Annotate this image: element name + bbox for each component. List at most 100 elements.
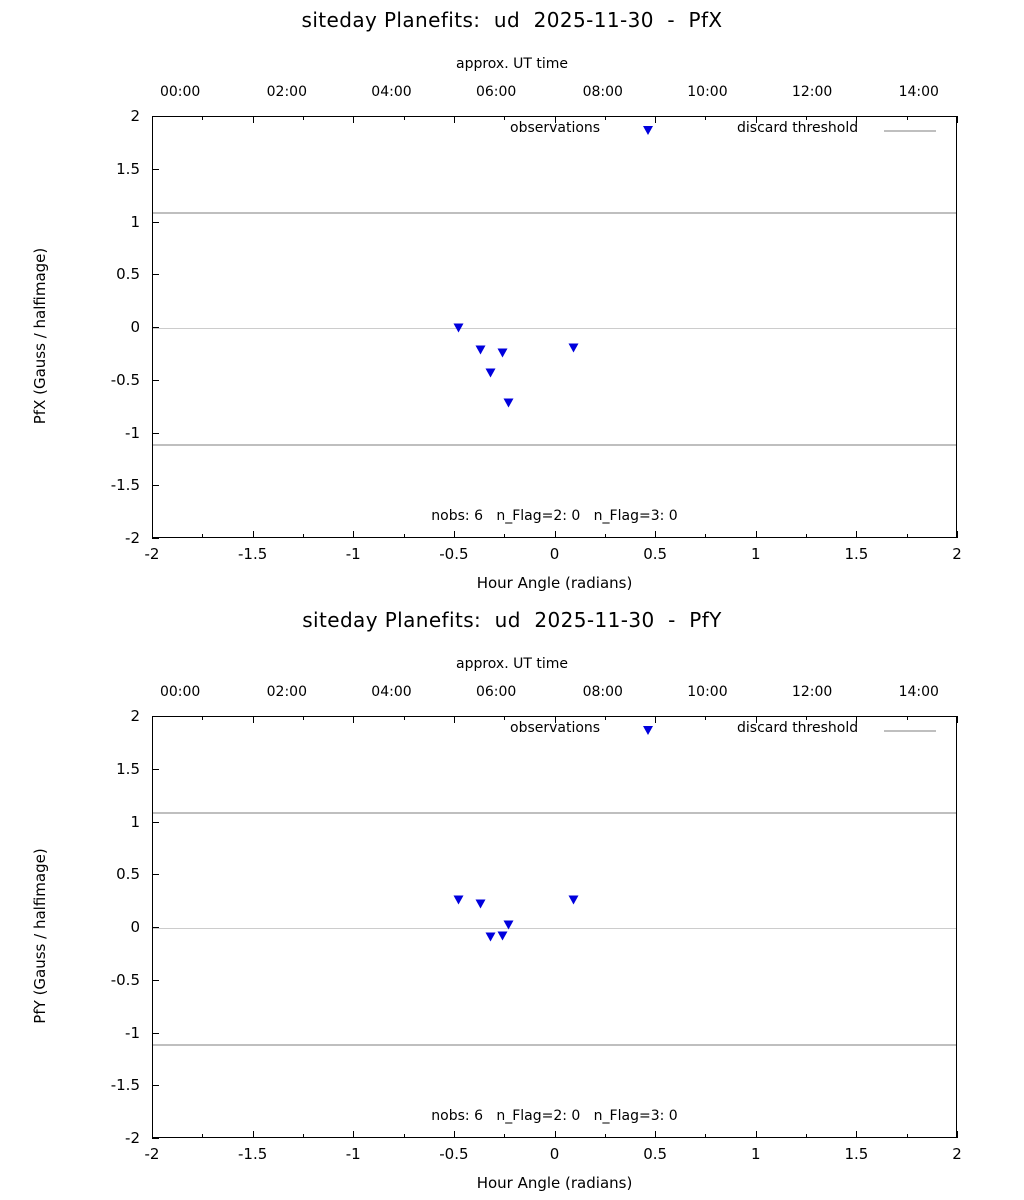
zero-reference-line (153, 928, 956, 929)
discard-threshold-line (153, 211, 956, 214)
y-tick (152, 327, 159, 328)
y-tick-label: 1.5 (116, 759, 140, 778)
discard-threshold-line (153, 811, 956, 814)
zero-reference-line (153, 328, 956, 329)
x-minor-tick-bottom (604, 1134, 606, 1138)
plot-frame-pfx (152, 116, 957, 538)
legend-label-observations-pfy: observations (510, 720, 601, 736)
y-tick (152, 379, 159, 381)
x-tick-bottom (353, 1131, 355, 1138)
legend-label-discard-threshold-pfy: discard threshold (737, 720, 859, 736)
x-axis-title-pfy: Hour Angle (radians) (476, 1174, 633, 1192)
data-point-marker (475, 345, 486, 355)
x-minor-tick-top (906, 716, 908, 720)
legend-label-observations-pfx: observations (510, 120, 601, 136)
ut-time-tick-label: 02:00 (266, 84, 308, 100)
y-tick (152, 1138, 159, 1139)
x-tick-label: -1 (345, 1145, 361, 1163)
x-tick-label: 1 (750, 1145, 761, 1163)
x-tick-bottom (453, 1131, 455, 1138)
y-tick-label: -0.5 (110, 970, 140, 989)
x-minor-tick-bottom (906, 534, 908, 538)
data-point-marker (453, 323, 464, 333)
x-minor-tick-bottom (202, 534, 204, 538)
page-title-pfy: siteday Planefits: ud 2025-11-30 - PfY (302, 608, 722, 632)
x-tick-label: -1.5 (237, 545, 268, 563)
ut-time-tick-label: 06:00 (475, 684, 517, 700)
y-tick-label: -1.5 (110, 476, 140, 495)
x-tick-bottom (152, 531, 153, 538)
nobs-annotation-pfy: nobs: 6 n_Flag=2: 0 n_Flag=3: 0 (431, 1108, 678, 1124)
x-tick-top (856, 116, 858, 123)
y-tick (152, 221, 159, 223)
y-tick (152, 874, 159, 876)
x-minor-tick-top (202, 116, 204, 120)
y-tick (152, 1032, 159, 1034)
x-minor-tick-bottom (302, 1134, 304, 1138)
ut-time-tick-label: 02:00 (266, 684, 308, 700)
x-tick-top (554, 716, 556, 723)
nobs-annotation-pfx: nobs: 6 n_Flag=2: 0 n_Flag=3: 0 (431, 508, 678, 524)
x-tick-bottom (655, 1131, 657, 1138)
ut-time-tick-label: 12:00 (791, 684, 833, 700)
y-tick (152, 1085, 159, 1087)
x-tick-top (856, 716, 858, 723)
x-tick-label: 1.5 (844, 1145, 869, 1163)
x-tick-top (655, 116, 657, 123)
x-tick-bottom (453, 531, 455, 538)
y-tick (152, 538, 159, 539)
x-tick-bottom (755, 531, 757, 538)
x-minor-tick-top (705, 716, 707, 720)
x-tick-label: 2 (952, 545, 962, 563)
ut-time-tick-label: 00:00 (159, 84, 201, 100)
y-tick-label: 0.5 (116, 865, 140, 884)
ut-time-tick-label: 10:00 (687, 84, 728, 100)
x-tick-top (655, 716, 657, 723)
ut-time-tick-label: 08:00 (582, 684, 623, 700)
y-tick-label: 2 (130, 107, 140, 125)
x-minor-tick-top (403, 716, 405, 720)
data-point-marker (503, 920, 514, 930)
x-minor-tick-bottom (705, 534, 707, 538)
x-tick-label: -1 (345, 545, 361, 563)
x-tick-bottom (755, 1131, 757, 1138)
data-point-marker (453, 895, 464, 904)
x-tick-bottom (152, 1131, 153, 1138)
top-axis-label-pfy: approx. UT time (456, 656, 568, 672)
y-tick-label: -1 (125, 1023, 140, 1042)
x-minor-tick-top (604, 116, 606, 120)
y-tick (152, 821, 159, 823)
y-tick-label: 0 (130, 318, 140, 336)
x-minor-tick-bottom (504, 534, 506, 538)
y-tick (152, 927, 159, 928)
x-tick-top (453, 116, 455, 123)
ut-time-tick-label: 14:00 (898, 84, 939, 100)
x-minor-tick-bottom (604, 534, 606, 538)
x-minor-tick-top (202, 716, 204, 720)
data-point-marker (497, 931, 508, 941)
x-tick-label: 0 (549, 1145, 560, 1163)
x-minor-tick-bottom (302, 534, 304, 538)
x-minor-tick-top (302, 116, 304, 120)
x-tick-top (957, 116, 958, 123)
x-minor-tick-bottom (806, 534, 808, 538)
y-tick-label: 0 (130, 918, 140, 936)
x-tick-top (353, 716, 355, 723)
x-tick-label: 0 (549, 545, 560, 563)
y-tick-label: -1.5 (110, 1076, 140, 1095)
y-tick (152, 716, 159, 717)
ut-time-tick-label: 08:00 (582, 84, 623, 100)
y-tick (152, 485, 159, 487)
y-tick-label: -0.5 (110, 370, 140, 389)
x-tick-label: 0.5 (643, 545, 668, 563)
legend-marker-observations-icon-pfx (643, 126, 653, 135)
ut-time-tick-label: 12:00 (791, 84, 833, 100)
legend-line-discard-threshold-icon-pfy (884, 730, 936, 732)
x-tick-top (554, 116, 556, 123)
x-tick-top (755, 716, 757, 723)
x-tick-label: -2 (144, 545, 160, 563)
y-tick (152, 768, 159, 770)
x-tick-top (252, 716, 254, 723)
x-minor-tick-bottom (705, 1134, 707, 1138)
y-tick-label: 1.5 (116, 159, 140, 178)
